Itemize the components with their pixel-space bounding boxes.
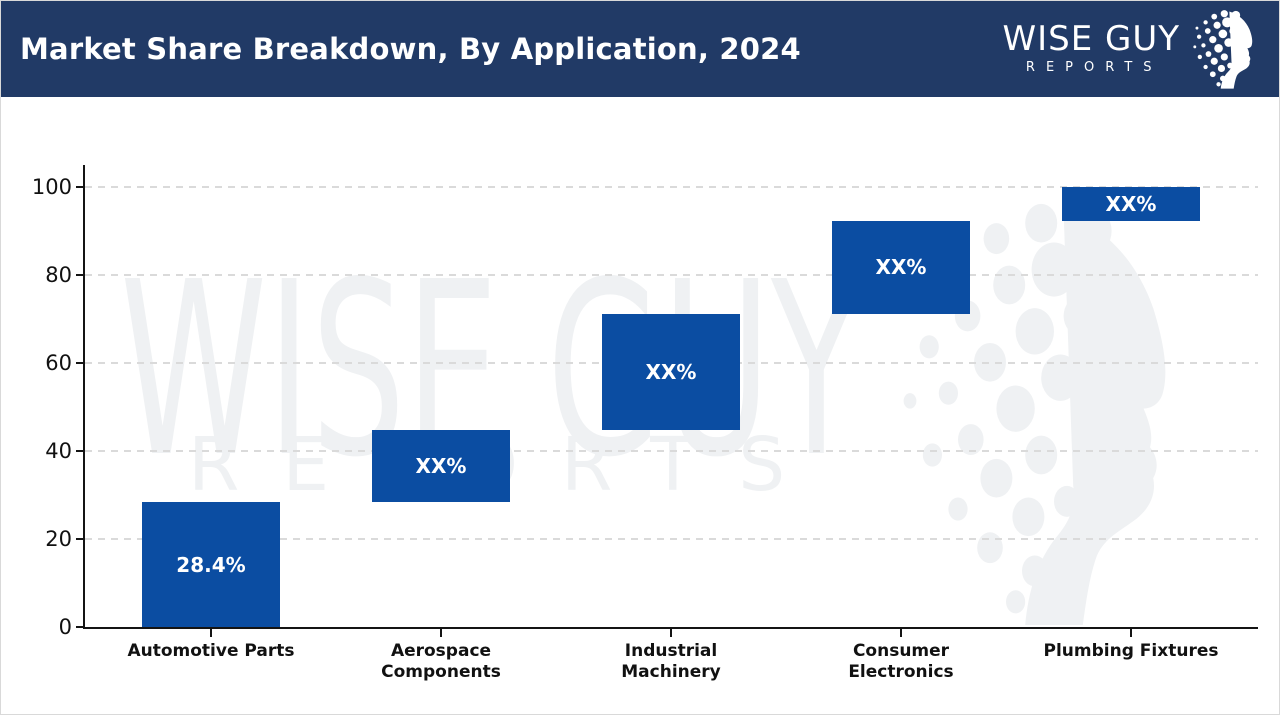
y-tick-label: 60 <box>45 351 72 375</box>
y-tick-label: 20 <box>45 527 72 551</box>
y-tick-mark <box>76 362 85 364</box>
y-tick-mark <box>76 538 85 540</box>
bar <box>602 313 740 431</box>
x-tick-mark <box>1130 628 1132 637</box>
x-tick-mark <box>210 628 212 637</box>
x-axis <box>83 627 1258 629</box>
grid-line <box>85 450 1258 452</box>
y-tick-mark <box>76 626 85 628</box>
bar-value-label: XX% <box>1105 191 1157 216</box>
x-tick-label: Industrial Machinery <box>621 641 721 683</box>
y-tick-label: 100 <box>31 175 72 199</box>
header-bar: Market Share Breakdown, By Application, … <box>0 0 1280 97</box>
bar-value-label: XX% <box>875 255 927 280</box>
bar <box>372 430 510 503</box>
grid-line <box>85 186 1258 188</box>
x-tick-mark <box>900 628 902 637</box>
bar-value-label: XX% <box>645 360 697 385</box>
grid-line <box>85 538 1258 540</box>
bar-value-label: 28.4% <box>176 552 246 577</box>
bar <box>142 502 280 627</box>
y-tick-mark <box>76 274 85 276</box>
y-tick-mark <box>76 186 85 188</box>
bar <box>1062 187 1200 221</box>
page-title: Market Share Breakdown, By Application, … <box>20 31 801 66</box>
y-tick-label: 80 <box>45 263 72 287</box>
bar-value-label: XX% <box>415 454 467 479</box>
x-tick-mark <box>440 628 442 637</box>
y-tick-mark <box>76 450 85 452</box>
brand-logo: WISE GUY REPORTS <box>1002 8 1256 90</box>
y-tick-label: 0 <box>58 615 72 639</box>
grid-line <box>85 274 1258 276</box>
y-tick-label: 40 <box>45 439 72 463</box>
y-axis <box>83 165 85 629</box>
bar <box>832 220 970 314</box>
x-tick-mark <box>670 628 672 637</box>
x-tick-label: Aerospace Components <box>381 641 501 683</box>
x-tick-label: Consumer Electronics <box>848 641 954 683</box>
logo-line-wise-guy: WISE GUY <box>1002 19 1180 59</box>
x-tick-label: Automotive Parts <box>127 641 295 661</box>
logo-line-reports: REPORTS <box>1025 60 1163 75</box>
logo-wordmark: WISE GUY REPORTS <box>1002 22 1180 75</box>
x-tick-label: Plumbing Fixtures <box>1043 641 1219 661</box>
